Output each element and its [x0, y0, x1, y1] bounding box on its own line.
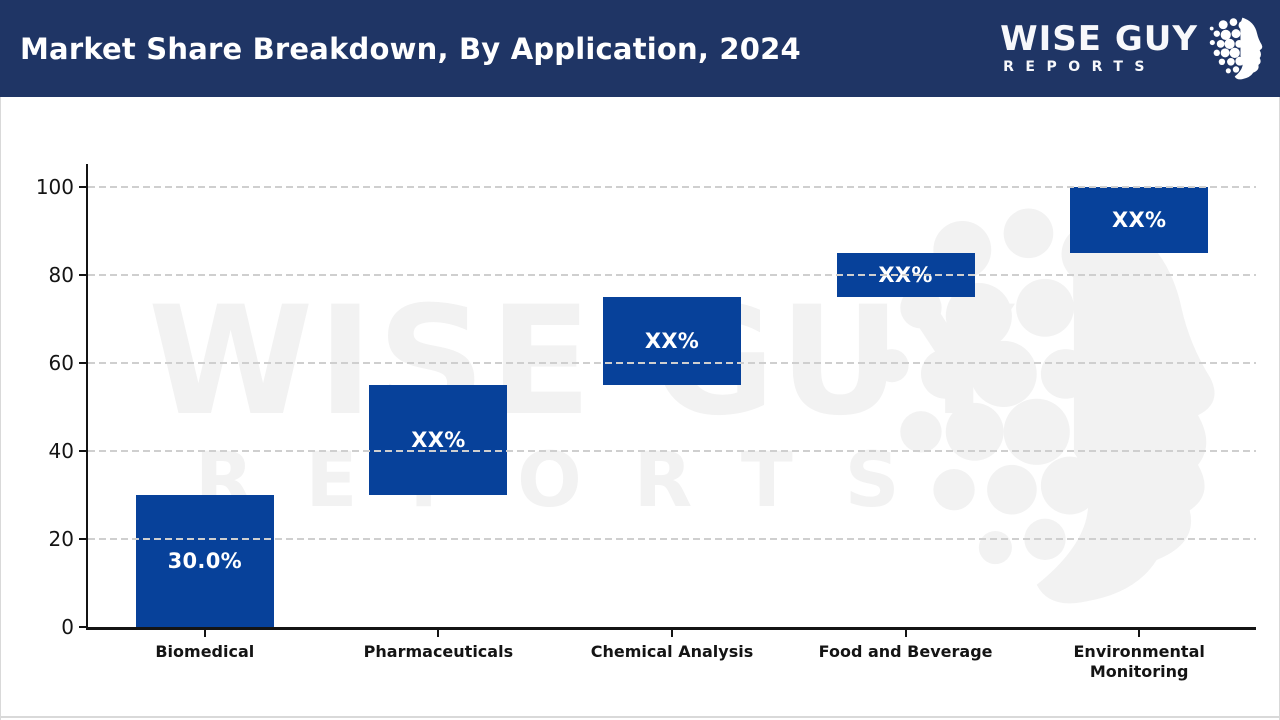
y-tick: [79, 274, 87, 276]
x-tick: [437, 629, 440, 637]
bar: XX%: [603, 297, 741, 385]
y-tick-label: 80: [48, 263, 74, 287]
logo-wordmark-main: WISE GUY: [1000, 18, 1198, 59]
x-axis-spine: [86, 627, 1256, 630]
bar-value-label: 30.0%: [167, 549, 242, 573]
head-dots-icon: [1204, 6, 1268, 92]
y-tick-label: 40: [48, 439, 74, 463]
x-tick: [904, 629, 907, 637]
y-tick: [79, 186, 87, 188]
bar: XX%: [1070, 187, 1209, 253]
y-tick-label: 60: [48, 351, 74, 375]
y-tick: [79, 450, 87, 452]
x-axis-label: Biomedical: [155, 642, 255, 661]
frame-edge-left: [0, 97, 1, 720]
x-axis-label: Environmental Monitoring: [1073, 642, 1205, 681]
y-axis-spine: [86, 164, 88, 629]
plot: 30.0% Biomedical XX% Pharmaceuticals XX% Chem…: [0, 97, 1280, 720]
x-tick: [203, 629, 206, 637]
y-tick-label: 20: [48, 527, 74, 551]
logo-wordmark: WISE GUY REPORTS: [1000, 18, 1198, 76]
gridline: [88, 362, 1256, 364]
bar: XX%: [369, 385, 508, 495]
bar-value-label: XX%: [411, 428, 466, 452]
logo-wordmark-sub: REPORTS: [1003, 59, 1156, 76]
x-axis-label: Pharmaceuticals: [363, 642, 514, 661]
x-axis-label: Chemical Analysis: [590, 642, 754, 661]
gridline: [88, 450, 1256, 452]
gridline: [88, 274, 1256, 276]
frame-edge-bottom: [0, 716, 1280, 718]
bar: 30.0%: [135, 495, 274, 627]
x-tick: [671, 629, 673, 637]
bar-value-label: XX%: [644, 329, 700, 353]
chart-area: WISE GUY REPORTS 30.0% Biomedical XX% Pharm…: [0, 97, 1280, 720]
x-axis-label: Food and Beverage: [818, 642, 993, 661]
page-title: Market Share Breakdown, By Application, …: [20, 31, 801, 66]
gridline: [88, 186, 1256, 188]
y-tick-label: 100: [35, 175, 74, 199]
wise-guy-reports-logo: WISE GUY REPORTS: [1000, 0, 1268, 97]
header: Market Share Breakdown, By Application, …: [0, 0, 1280, 97]
y-tick: [79, 362, 87, 364]
x-tick: [1138, 629, 1141, 637]
y-tick: [79, 538, 87, 540]
y-tick-label: 0: [61, 615, 74, 639]
y-tick: [79, 626, 87, 628]
gridline: [88, 538, 1256, 540]
bar-value-label: XX%: [1112, 208, 1167, 232]
